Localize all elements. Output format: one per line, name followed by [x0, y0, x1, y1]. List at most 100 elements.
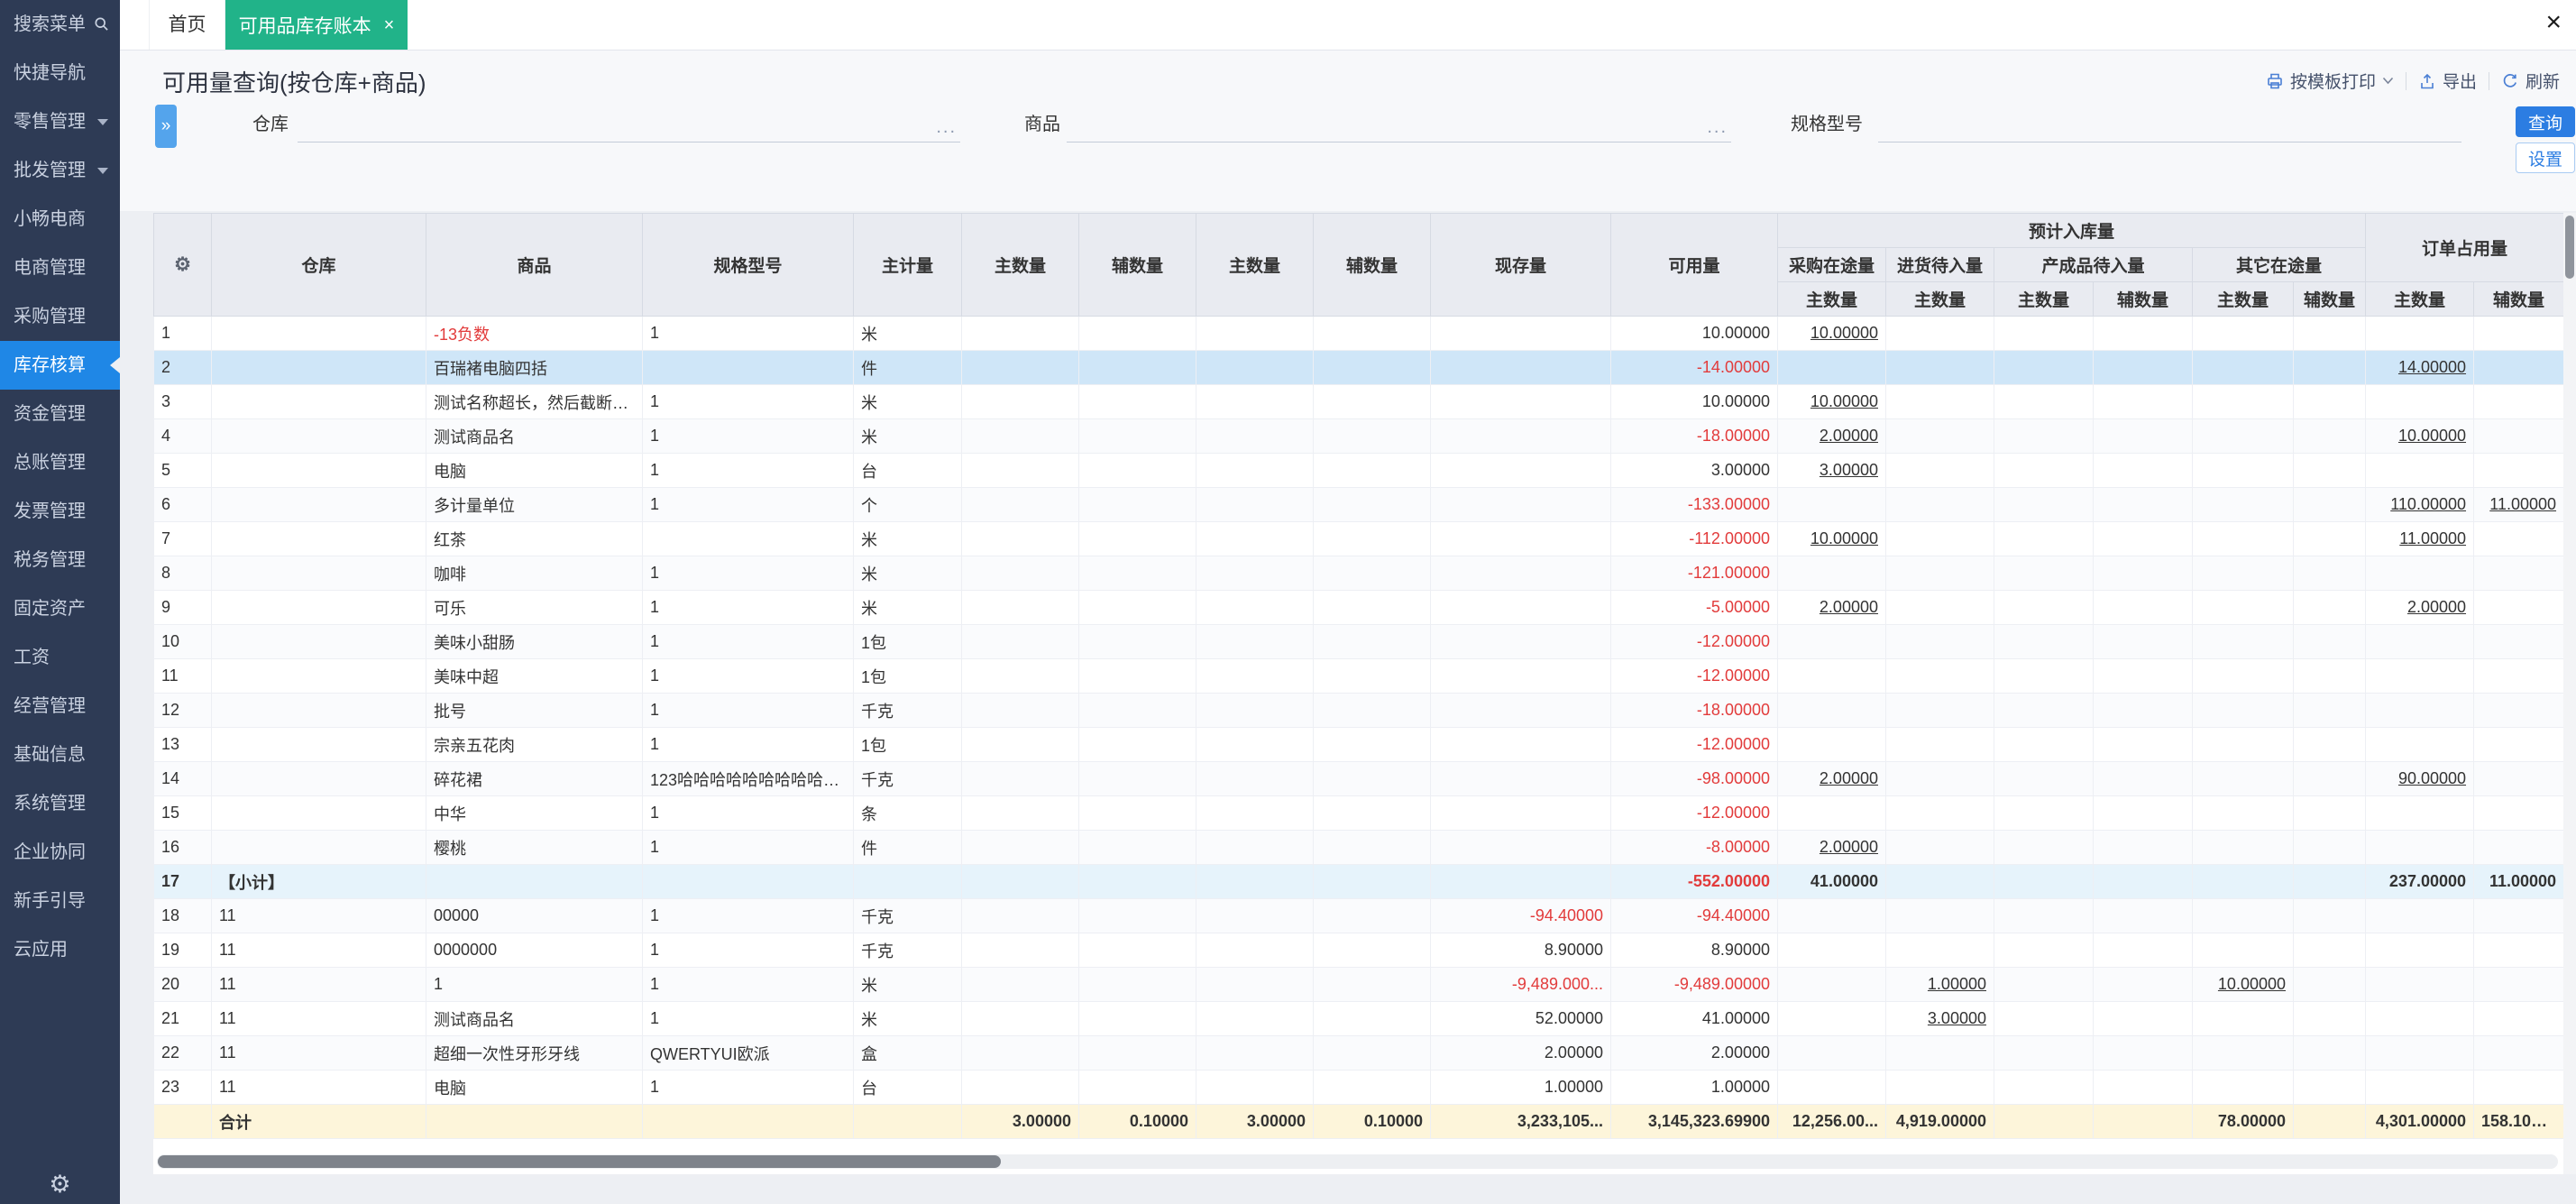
cell-purchase-transit[interactable]: 2.00000 — [1777, 590, 1886, 625]
cell-order-main — [2365, 1070, 2475, 1105]
table-row[interactable]: 16 樱桃 1 件 -8.00000 2.00000 — [153, 830, 2565, 865]
horizontal-scrollbar-thumb[interactable] — [158, 1155, 1001, 1168]
cell-onhand — [1430, 864, 1611, 899]
cell-order-main[interactable]: 110.00000 — [2365, 487, 2475, 522]
sidebar-item-inventory-accounting[interactable]: 库存核算 — [0, 341, 120, 390]
table-row[interactable]: 20 11 1 1 米 -9,489.000... -9,489.00000 1.00000 1… — [153, 967, 2565, 1002]
cell-purchase-transit[interactable]: 10.00000 — [1777, 384, 1886, 419]
vertical-scrollbar-thumb[interactable] — [2565, 216, 2574, 279]
product-picker-ellipsis[interactable]: ... — [1707, 117, 1728, 137]
cell-incoming-pending[interactable]: 3.00000 — [1885, 1001, 1994, 1036]
vertical-scrollbar[interactable] — [2563, 213, 2576, 1174]
sidebar-item-wholesale-mgmt[interactable]: 批发管理 — [0, 146, 120, 195]
cell-product: 电脑 — [426, 453, 643, 488]
sidebar-item-fixed-assets[interactable]: 固定资产 — [0, 584, 120, 633]
sidebar-item-ecommerce-mgmt[interactable]: 电商管理 — [0, 244, 120, 292]
sidebar-item-cloud-apps[interactable]: 云应用 — [0, 925, 120, 974]
sidebar-item-basic-info[interactable]: 基础信息 — [0, 731, 120, 779]
sidebar-item-quick-nav[interactable]: 快捷导航 — [0, 49, 120, 97]
sidebar-item-label: 工资 — [14, 648, 50, 667]
cell-other-main[interactable]: 10.00000 — [2192, 967, 2294, 1002]
sidebar-menu: 搜索菜单 快捷导航 零售管理 批发管理 小畅电商 电商管理 采购管理 库存核算 资金管理 总账管理… — [0, 0, 120, 974]
sidebar-item-general-ledger[interactable]: 总账管理 — [0, 438, 120, 487]
cell-purchase-transit[interactable]: 2.00000 — [1777, 830, 1886, 865]
product-input[interactable]: ... — [1067, 106, 1731, 142]
caret-down-icon — [97, 168, 108, 179]
sidebar-item-invoice-mgmt[interactable]: 发票管理 — [0, 487, 120, 536]
sidebar-gear-icon[interactable]: ⚙ — [49, 1171, 71, 1198]
cell-order-main[interactable]: 10.00000 — [2365, 418, 2475, 454]
table-row[interactable]: 4 测试商品名 1 米 -18.00000 2.00000 10.00000 — [153, 418, 2565, 454]
sidebar-item-retail-mgmt[interactable]: 零售管理 — [0, 97, 120, 146]
cell-order-main[interactable]: 14.00000 — [2365, 350, 2475, 385]
selected-row[interactable]: 2 百瑞褚电脑四括 件 -14.00000 14.00000 — [153, 350, 2565, 385]
table-row[interactable]: 14 碎花裙 123哈哈哈哈哈哈哈哈哈哈哈... 千克 -98.00000 2.00000… — [153, 761, 2565, 796]
spec-input[interactable] — [1878, 106, 2461, 142]
table-row[interactable]: 12 批号 1 千克 -18.00000 — [153, 693, 2565, 728]
table-row[interactable]: 22 11 超细一次性牙形牙线 QWERTYUI欧派盒 2.00000 2.00000 — [153, 1035, 2565, 1071]
tab-available-stock-ledger[interactable]: 可用品库存账本 × — [225, 0, 408, 50]
cell-other-aux — [2292, 316, 2367, 351]
cell-purchase-transit[interactable]: 2.00000 — [1777, 418, 1886, 454]
cell-purchase-transit[interactable]: 2.00000 — [1777, 761, 1886, 796]
table-row[interactable]: 18 11 00000 1 千克 -94.40000 -94.40000 — [153, 898, 2565, 933]
cell-unit: 米 — [853, 1001, 962, 1036]
grid-settings-button[interactable]: ⚙ — [153, 213, 212, 317]
table-row[interactable]: 1 -13负数 1 米 10.00000 10.00000 — [153, 316, 2565, 351]
tab-home[interactable]: 首页 — [149, 0, 225, 50]
cell-order-main[interactable]: 11.00000 — [2365, 521, 2475, 556]
table-row[interactable]: 13 宗亲五花肉 1 1包 -12.00000 — [153, 727, 2565, 762]
table-row[interactable]: 5 电脑 1 台 3.00000 3.00000 — [153, 453, 2565, 488]
settings-button[interactable]: 设置 — [2516, 142, 2575, 173]
sidebar-item-purchase-mgmt[interactable]: 采购管理 — [0, 292, 120, 341]
warehouse-input[interactable]: ... — [298, 106, 960, 142]
sidebar-item-search-menu[interactable]: 搜索菜单 — [0, 0, 120, 49]
cell-purchase-transit[interactable]: 3.00000 — [1777, 453, 1886, 488]
table-row[interactable]: 7 红茶 米 -112.00000 10.00000 11.00000 — [153, 521, 2565, 556]
table-row[interactable]: 6 多计量单位 1 个 -133.00000 110.00000 11.00000 — [153, 487, 2565, 522]
table-row[interactable]: 23 11 电脑 1 台 1.00000 1.00000 — [153, 1070, 2565, 1105]
warehouse-picker-ellipsis[interactable]: ... — [936, 117, 957, 137]
sidebar-item-funds-mgmt[interactable]: 资金管理 — [0, 390, 120, 438]
tab-close-icon[interactable]: × — [383, 14, 395, 35]
cell-order-main[interactable]: 2.00000 — [2365, 590, 2475, 625]
table-row[interactable]: 21 11 测试商品名 1 米 52.00000 41.00000 3.00000 — [153, 1001, 2565, 1036]
cell-qty-aux-2 — [1313, 727, 1431, 762]
cell-order-main — [2365, 658, 2475, 694]
cell-incoming-pending[interactable]: 1.00000 — [1885, 967, 1994, 1002]
cell-purchase-transit[interactable]: 10.00000 — [1777, 521, 1886, 556]
sidebar-item-system-mgmt[interactable]: 系统管理 — [0, 779, 120, 828]
table-row[interactable]: 9 可乐 1 米 -5.00000 2.00000 2.00000 — [153, 590, 2565, 625]
total-row[interactable]: 合计 3.00000 0.10000 3.00000 0.10000 3,233,105.… — [153, 1104, 2565, 1139]
horizontal-scrollbar[interactable] — [157, 1154, 2558, 1169]
table-row[interactable]: 15 中华 1 条 -12.00000 — [153, 795, 2565, 831]
table-row[interactable]: 10 美味小甜肠 1 1包 -12.00000 — [153, 624, 2565, 659]
export-button[interactable]: 导出 — [2418, 69, 2477, 93]
sidebar-item-enterprise-collab[interactable]: 企业协同 — [0, 828, 120, 877]
refresh-button[interactable]: 刷新 — [2501, 69, 2560, 93]
cell-order-main[interactable]: 90.00000 — [2365, 761, 2475, 796]
cell-order-aux[interactable]: 11.00000 — [2473, 487, 2565, 522]
cell-other-aux — [2292, 1001, 2367, 1036]
table-row[interactable]: 8 咖啡 1 米 -121.00000 — [153, 556, 2565, 591]
cell-available: 41.00000 — [1610, 1001, 1778, 1036]
table-row[interactable]: 19 11 0000000 1 千克 8.90000 8.90000 — [153, 933, 2565, 968]
cell-other-main — [2192, 864, 2294, 899]
sidebar-item-tax-mgmt[interactable]: 税务管理 — [0, 536, 120, 584]
cell-onhand: 8.90000 — [1430, 933, 1611, 968]
sidebar-item-beginner-guide[interactable]: 新手引导 — [0, 877, 120, 925]
cell-available: 3,145,323.69900 — [1610, 1104, 1778, 1139]
cell-available: -98.00000 — [1610, 761, 1778, 796]
query-button[interactable]: 查询 — [2516, 106, 2575, 137]
sidebar-item-operations-mgmt[interactable]: 经营管理 — [0, 682, 120, 731]
table-row[interactable]: 11 美味中超 1 1包 -12.00000 — [153, 658, 2565, 694]
print-by-template-button[interactable]: 按模板打印 — [2266, 69, 2394, 93]
filter-expander-button[interactable]: » — [155, 105, 177, 148]
sidebar-item-payroll[interactable]: 工资 — [0, 633, 120, 682]
sidebar-item-xiaochang-ecommerce[interactable]: 小畅电商 — [0, 195, 120, 244]
cell-purchase-transit[interactable]: 10.00000 — [1777, 316, 1886, 351]
cell-order-aux — [2473, 1001, 2565, 1036]
close-icon[interactable]: × — [2545, 7, 2562, 37]
subtotal-row[interactable]: 17 【小计】 -552.00000 41.00000 237.00000 11.0000… — [153, 864, 2565, 899]
